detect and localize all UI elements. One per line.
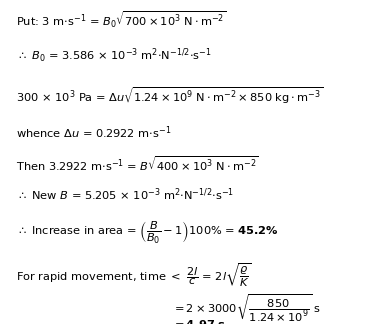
Text: $\therefore$ New $B$ = 5.205 $\times$ 10$^{-3}$ m$^2$$\cdot$N$^{-1/2}$$\cdot$s$^: $\therefore$ New $B$ = 5.205 $\times$ 10… xyxy=(16,186,234,203)
Text: whence $\Delta u$ = 0.2922 m$\cdot$s$^{-1}$: whence $\Delta u$ = 0.2922 m$\cdot$s$^{-… xyxy=(16,125,171,141)
Text: Then 3.2922 m$\cdot$s$^{-1}$ = $B\sqrt{400 \times 10^3 \mathrm{\ N\cdot m^{-2}}}: Then 3.2922 m$\cdot$s$^{-1}$ = $B\sqrt{4… xyxy=(16,154,258,173)
Text: For rapid movement, time $<$ $\dfrac{2l}{c}$ = $2l\sqrt{\dfrac{\varrho}{K}}$: For rapid movement, time $<$ $\dfrac{2l}… xyxy=(16,261,251,288)
Text: 300 $\times$ 10$^3$ Pa = $\Delta u\sqrt{1.24 \times 10^9 \mathrm{\ N\cdot m^{-2}: 300 $\times$ 10$^3$ Pa = $\Delta u\sqrt{… xyxy=(16,86,323,106)
Text: $= \mathbf{4.97\ s}$: $= \mathbf{4.97\ s}$ xyxy=(172,318,226,324)
Text: $\therefore$ $B_0$ = 3.586 $\times$ 10$^{-3}$ m$^2$$\cdot$N$^{-1/2}$$\cdot$s$^{-: $\therefore$ $B_0$ = 3.586 $\times$ 10$^… xyxy=(16,47,212,65)
Text: $= 2 \times 3000\sqrt{\dfrac{850}{1.24 \times 10^9}}$ s: $= 2 \times 3000\sqrt{\dfrac{850}{1.24 \… xyxy=(172,292,321,324)
Text: Put: 3 m$\cdot$s$^{-1}$ = $B_0\sqrt{700 \times 10^3 \mathrm{\ N\cdot m^{-2}}}$: Put: 3 m$\cdot$s$^{-1}$ = $B_0\sqrt{700 … xyxy=(16,10,226,30)
Text: $\therefore$ Increase in area = $\left(\dfrac{B}{B_0} - 1\right)100\%$ = $\mathb: $\therefore$ Increase in area = $\left(\… xyxy=(16,219,278,245)
